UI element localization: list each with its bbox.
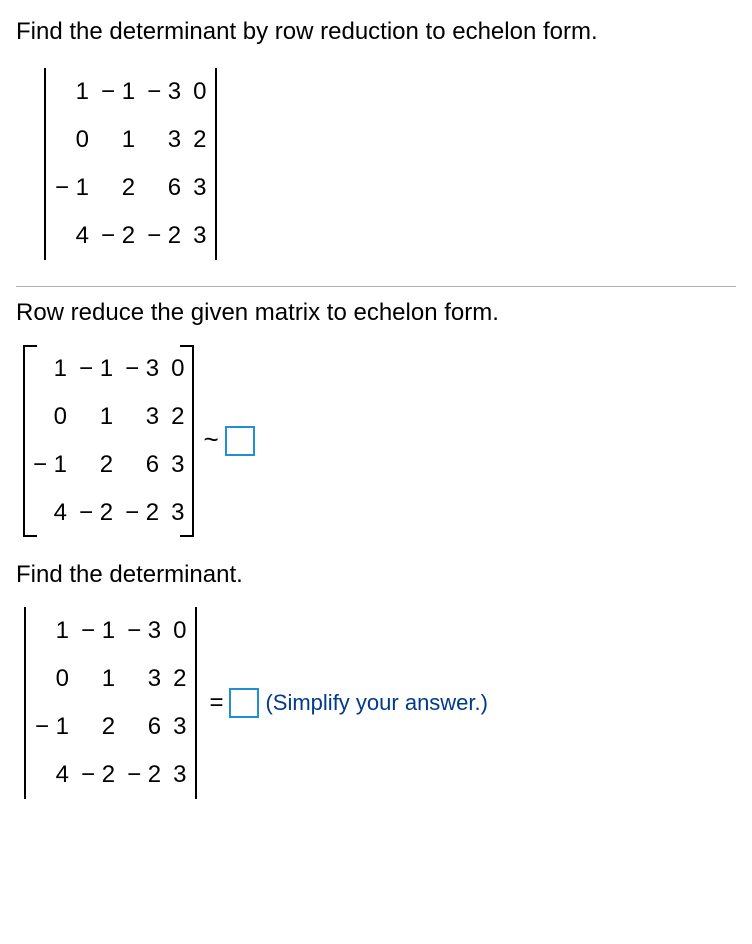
echelon-answer-input[interactable] bbox=[225, 426, 255, 456]
matrix-cell: 0 bbox=[49, 116, 95, 164]
matrix-cell: 3 bbox=[165, 441, 190, 489]
matrix-cell: 0 bbox=[165, 345, 190, 393]
matrix-cell: 2 bbox=[165, 393, 190, 441]
matrix-table-2: 1 − 1 − 3 0 0 1 3 2 − 1 2 6 3 4 − 2 − 2 bbox=[27, 345, 190, 537]
matrix-cell: 1 bbox=[29, 607, 75, 655]
determinant-brackets-2: 1 − 1 − 3 0 0 1 3 2 − 1 2 6 3 4 − 2 − 2 bbox=[24, 607, 197, 799]
matrix-cell: 0 bbox=[167, 607, 192, 655]
determinant-answer-input[interactable] bbox=[229, 688, 259, 718]
table-row: − 1 2 6 3 bbox=[49, 164, 212, 212]
matrix-cell: − 1 bbox=[75, 607, 121, 655]
matrix-cell: 2 bbox=[73, 441, 119, 489]
table-row: 4 − 2 − 2 3 bbox=[49, 212, 212, 260]
matrix-cell: 3 bbox=[141, 116, 187, 164]
table-row: − 1 2 6 3 bbox=[29, 703, 192, 751]
matrix-cell: 0 bbox=[29, 655, 75, 703]
matrix-cell: 3 bbox=[187, 212, 212, 260]
table-row: − 1 2 6 3 bbox=[27, 441, 190, 489]
matrix-cell: 2 bbox=[95, 164, 141, 212]
matrix-cell: − 2 bbox=[141, 212, 187, 260]
matrix-cell: − 1 bbox=[95, 68, 141, 116]
matrix-cell: − 1 bbox=[29, 703, 75, 751]
matrix-cell: 6 bbox=[141, 164, 187, 212]
matrix-cell: − 3 bbox=[119, 345, 165, 393]
matrix-cell: 1 bbox=[95, 116, 141, 164]
matrix-cell: 1 bbox=[27, 345, 73, 393]
table-row: 1 − 1 − 3 0 bbox=[29, 607, 192, 655]
matrix-cell: 2 bbox=[75, 703, 121, 751]
matrix-cell: 3 bbox=[167, 751, 192, 799]
matrix-brackets: 1 − 1 − 3 0 0 1 3 2 − 1 2 6 3 4 − 2 − 2 bbox=[24, 345, 193, 537]
matrix-cell: − 3 bbox=[141, 68, 187, 116]
determinant-expression: 1 − 1 − 3 0 0 1 3 2 − 1 2 6 3 4 − 2 − 2 bbox=[16, 607, 736, 799]
find-determinant-prompt: Find the determinant. bbox=[16, 561, 736, 589]
matrix-cell: − 3 bbox=[121, 607, 167, 655]
table-row: 0 1 3 2 bbox=[29, 655, 192, 703]
matrix-cell: − 1 bbox=[49, 164, 95, 212]
matrix-cell: 2 bbox=[187, 116, 212, 164]
main-prompt: Find the determinant by row reduction to… bbox=[16, 18, 736, 46]
section-divider bbox=[16, 286, 736, 287]
matrix-table-3: 1 − 1 − 3 0 0 1 3 2 − 1 2 6 3 4 − 2 − 2 bbox=[29, 607, 192, 799]
equals-symbol: = bbox=[209, 689, 223, 717]
matrix-cell: 1 bbox=[75, 655, 121, 703]
matrix-cell: 4 bbox=[49, 212, 95, 260]
table-row: 0 1 3 2 bbox=[27, 393, 190, 441]
matrix-cell: 3 bbox=[119, 393, 165, 441]
matrix-cell: − 1 bbox=[27, 441, 73, 489]
matrix-cell: 1 bbox=[73, 393, 119, 441]
table-row: 1 − 1 − 3 0 bbox=[27, 345, 190, 393]
matrix-cell: 6 bbox=[119, 441, 165, 489]
matrix-cell: − 2 bbox=[75, 751, 121, 799]
tilde-symbol: ~ bbox=[203, 424, 218, 455]
determinant-display: 1 − 1 − 3 0 0 1 3 2 − 1 2 6 3 4 − 2 − 2 bbox=[16, 68, 217, 260]
row-reduce-prompt: Row reduce the given matrix to echelon f… bbox=[16, 299, 736, 327]
matrix-cell: 0 bbox=[27, 393, 73, 441]
matrix-cell: 3 bbox=[167, 703, 192, 751]
table-row: 1 − 1 − 3 0 bbox=[49, 68, 212, 116]
matrix-cell: − 2 bbox=[95, 212, 141, 260]
matrix-cell: − 2 bbox=[119, 489, 165, 537]
matrix-cell: 0 bbox=[187, 68, 212, 116]
matrix-cell: − 1 bbox=[73, 345, 119, 393]
matrix-cell: 2 bbox=[167, 655, 192, 703]
matrix-cell: 3 bbox=[187, 164, 212, 212]
matrix-cell: 1 bbox=[49, 68, 95, 116]
matrix-cell: 6 bbox=[121, 703, 167, 751]
matrix-cell: 4 bbox=[29, 751, 75, 799]
matrix-cell: 3 bbox=[165, 489, 190, 537]
matrix-cell: − 2 bbox=[73, 489, 119, 537]
simplify-hint: (Simplify your answer.) bbox=[265, 690, 488, 716]
table-row: 4 − 2 − 2 3 bbox=[27, 489, 190, 537]
determinant-brackets: 1 − 1 − 3 0 0 1 3 2 − 1 2 6 3 4 − 2 − 2 bbox=[44, 68, 217, 260]
matrix-cell: 4 bbox=[27, 489, 73, 537]
matrix-cell: − 2 bbox=[121, 751, 167, 799]
row-reduce-expression: 1 − 1 − 3 0 0 1 3 2 − 1 2 6 3 4 − 2 − 2 bbox=[16, 345, 736, 537]
table-row: 4 − 2 − 2 3 bbox=[29, 751, 192, 799]
table-row: 0 1 3 2 bbox=[49, 116, 212, 164]
matrix-cell: 3 bbox=[121, 655, 167, 703]
matrix-table-1: 1 − 1 − 3 0 0 1 3 2 − 1 2 6 3 4 − 2 − 2 bbox=[49, 68, 212, 260]
